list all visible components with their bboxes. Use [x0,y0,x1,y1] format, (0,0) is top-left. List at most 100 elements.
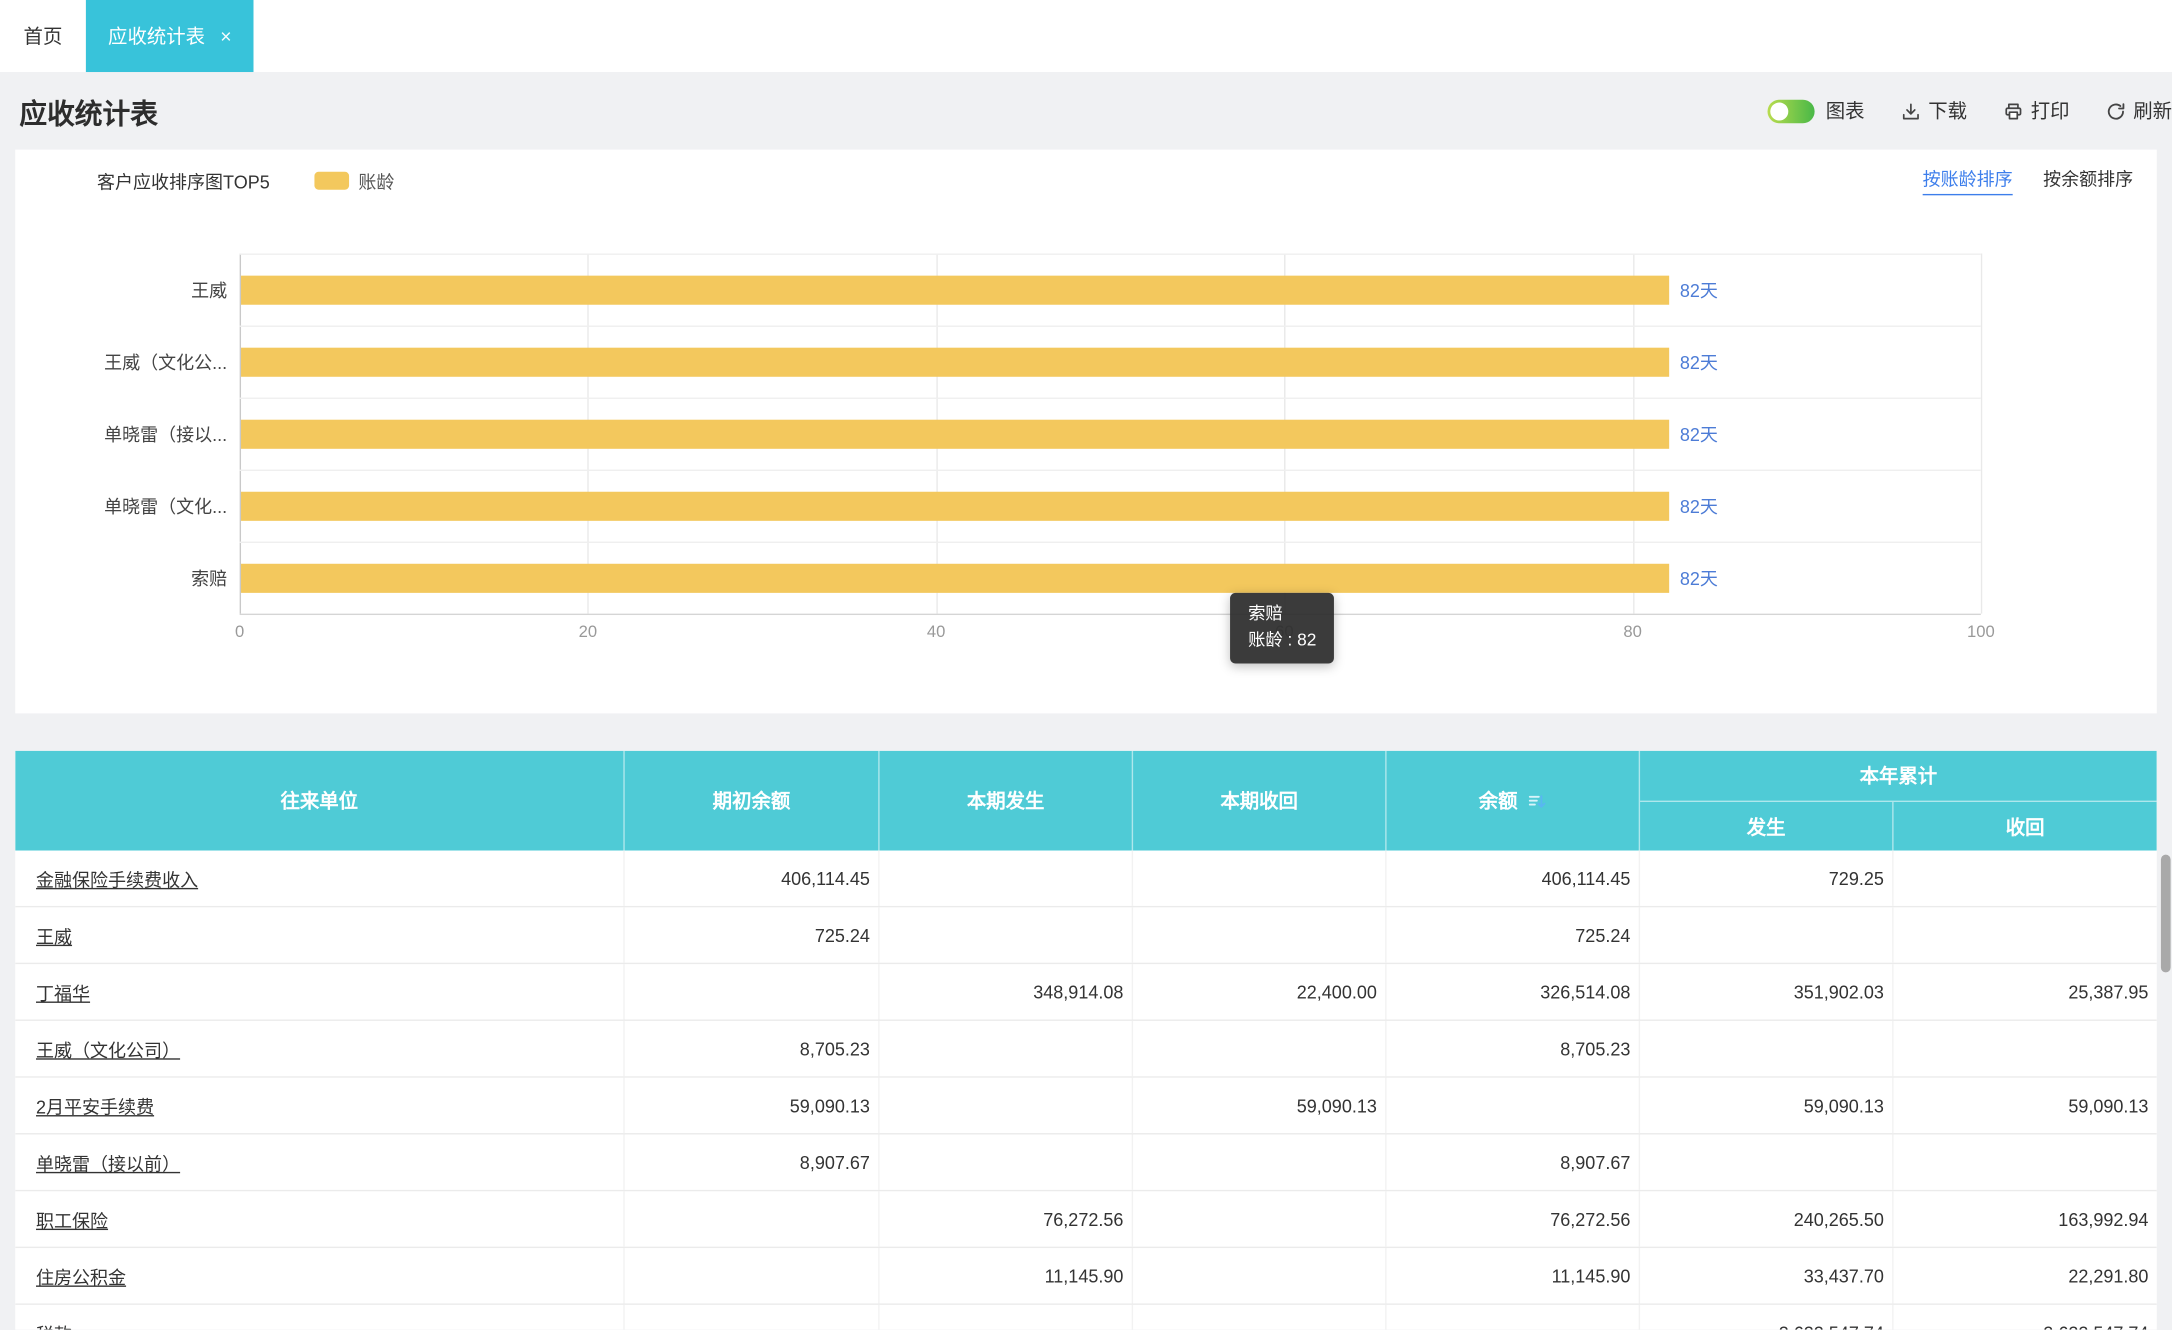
amount-cell [1894,1134,2157,1189]
balance-header-label: 余额 [1478,789,1518,812]
counterparty-link[interactable]: 住房公积金 [36,1266,127,1288]
amount-cell [1640,907,1894,963]
toolbar: 图表 下载 打印 刷新 [1767,97,2172,125]
aging-bar[interactable] [241,563,1669,593]
page-title: 应收统计表 [19,99,158,130]
amount-cell [1133,1191,1387,1247]
amount-cell: 11,145.90 [1387,1248,1641,1304]
amount-cell [1387,1077,1641,1134]
gridline [239,253,242,614]
refresh-icon [2107,102,2125,119]
aging-bar[interactable] [241,346,1669,377]
counterparty-link[interactable]: 丁福华 [36,982,91,1004]
print-icon [2005,102,2022,119]
band-separator [239,469,1981,471]
amount-cell: 406,114.45 [1387,850,1641,906]
refresh-label: 刷新 [2133,99,2172,122]
table-row: 住房公积金 11,145.90 11,145.90 33,437.70 22,291.8… [15,1248,2157,1305]
table-body: 金融保险手续费收入 406,114.45 406,114.45 729.25 王威 725… [15,850,2157,1330]
amount-cell [880,850,1134,906]
x-tick-label: 40 [926,621,946,642]
table-row: 丁福华 348,914.08 22,400.00 326,514.08 351,902.… [15,964,2157,1021]
table-row: 2月平安手续费 59,090.13 59,090.13 59,090.13 59,090… [15,1077,2157,1135]
amount-cell: 729.25 [1640,850,1894,906]
sort-by-age-link[interactable]: 按账龄排序 [1922,165,2013,196]
print-button[interactable]: 打印 [2003,97,2069,125]
refresh-button[interactable]: 刷新 [2106,97,2172,125]
amount-cell: 22,400.00 [1133,964,1387,1020]
category-label: 单晓雷（接以... [104,424,228,446]
receivables-table: 往来单位 期初余额 本期发生 本期收回 余额 本年累计 发生 收回 金融保险手续… [15,750,2157,1330]
table-row: 税款 2,622,547.742,622,547.74 [15,1304,2157,1330]
counterparty-link[interactable]: 2月平安手续费 [36,1096,155,1118]
aging-bar[interactable] [241,491,1669,521]
counterparty-link[interactable]: 单晓雷（接以前） [36,1153,181,1174]
tab-home[interactable]: 首页 [23,24,63,48]
scrollbar-thumb[interactable] [2160,854,2171,973]
table-row: 王威 725.24 725.24 [15,907,2157,965]
table-row: 金融保险手续费收入 406,114.45 406,114.45 729.25 [15,850,2157,908]
amount-cell: 348,914.08 [880,964,1134,1020]
table-row: 单晓雷（接以前） 8,907.67 8,907.67 [15,1134,2157,1192]
band-separator [239,325,1981,327]
amount-cell: 351,902.03 [1640,964,1894,1020]
chart-title: 客户应收排序图TOP5 [96,171,270,192]
counterparty-cell: 2月平安手续费 [15,1077,625,1134]
counterparty-cell: 住房公积金 [15,1248,625,1304]
toggle-knob [1770,101,1789,120]
close-tab-icon[interactable]: × [220,24,232,48]
amount-cell [625,1191,880,1247]
amount-cell [880,1020,1134,1077]
amount-cell [1133,907,1387,963]
x-tick-label: 100 [1966,621,1995,642]
chart-toggle-switch[interactable] [1767,99,1815,123]
amount-cell: 59,090.13 [625,1077,880,1134]
sort-by-balance-link[interactable]: 按余额排序 [2043,168,2134,190]
amount-cell [1133,1248,1387,1304]
counterparty-link[interactable]: 王威 [36,926,73,947]
amount-cell [625,964,880,1020]
aging-bar[interactable] [241,419,1669,449]
print-label: 打印 [2030,99,2070,122]
legend-item-aging[interactable]: 账龄 [314,167,394,193]
col-header-period-credit: 本期收回 [1133,750,1387,851]
col-header-balance[interactable]: 余额 [1387,750,1641,851]
amount-cell [880,1304,1134,1330]
page-header: 应收统计表 图表 下载 打印 刷新 [0,72,2172,150]
band-separator [239,397,1981,399]
counterparty-cell: 金融保险手续费收入 [15,850,625,906]
sort-icon[interactable] [1526,790,1547,811]
amount-cell: 8,705.23 [625,1020,880,1077]
amount-cell [880,1077,1134,1134]
download-label: 下载 [1928,99,1967,122]
counterparty-link[interactable]: 税款 [36,1319,72,1330]
col-header-period-debit: 本期发生 [880,750,1134,851]
page-scrollbar [2158,72,2172,1330]
band-separator [239,613,1981,616]
amount-cell: 8,907.67 [625,1134,880,1190]
amount-cell: 59,090.13 [1640,1077,1894,1134]
amount-cell: 11,145.90 [880,1248,1134,1304]
download-button[interactable]: 下载 [1900,97,1967,125]
amount-cell [1133,1304,1387,1330]
bar-value-label: 82天 [1679,352,1718,374]
aging-bar[interactable] [241,274,1669,305]
amount-cell [625,1248,880,1304]
band-separator [239,541,1981,543]
counterparty-link[interactable]: 职工保险 [36,1209,109,1231]
amount-cell [880,907,1134,963]
tab-receivable-stats[interactable]: 应收统计表 × [85,0,254,73]
counterparty-link[interactable]: 王威（文化公司） [36,1039,181,1061]
counterparty-link[interactable]: 金融保险手续费收入 [36,869,199,890]
amount-cell: 22,291.80 [2068,1265,2149,1287]
gridline [1980,253,1983,614]
amount-cell: 2,622,547.74 [1640,1304,1894,1330]
x-tick-label: 80 [1623,621,1642,642]
amount-cell [1894,1021,2157,1076]
amount-cell: 76,272.56 [880,1191,1134,1247]
category-label: 王威 [191,280,228,302]
category-label: 单晓雷（文化... [104,496,228,518]
tab-label: 应收统计表 [108,24,206,48]
amount-cell: 76,272.56 [1387,1191,1641,1247]
